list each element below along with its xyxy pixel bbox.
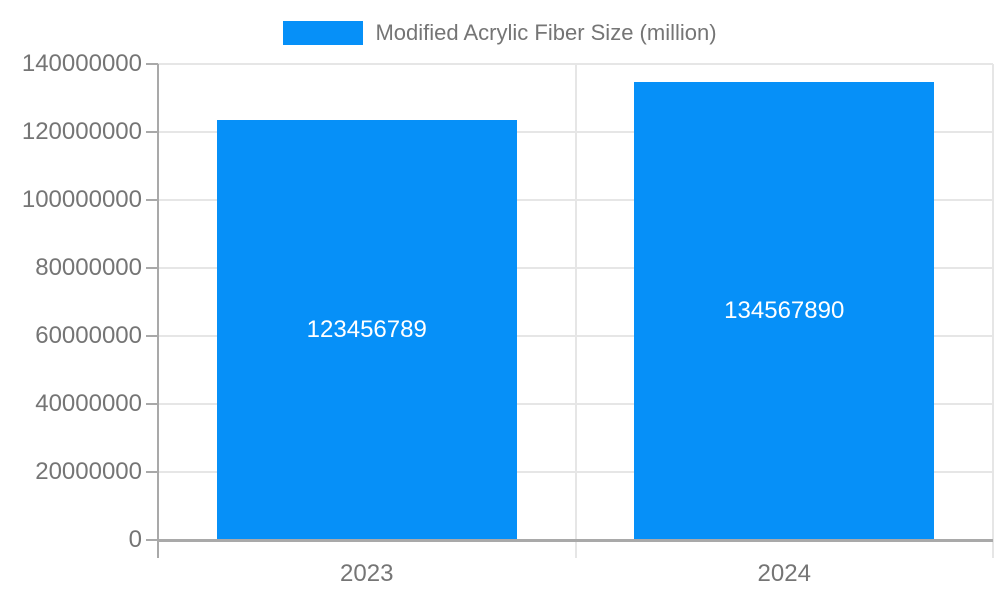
y-tick-label: 120000000 [21, 118, 142, 145]
y-tick [146, 335, 158, 337]
y-tick [146, 471, 158, 473]
y-tick [146, 539, 158, 541]
plot-right-border [992, 64, 994, 558]
legend-label: Modified Acrylic Fiber Size (million) [375, 20, 717, 45]
y-tick-label: 80000000 [35, 254, 142, 281]
bar-value-label: 134567890 [724, 297, 845, 325]
y-tick [146, 199, 158, 201]
category-divider [574, 64, 577, 558]
x-category-label: 2024 [757, 560, 811, 587]
y-tick [146, 63, 158, 65]
bar-2023[interactable] [216, 120, 517, 540]
x-category-label: 2023 [340, 560, 394, 587]
y-tick-label: 140000000 [21, 50, 142, 77]
y-tick-label: 40000000 [35, 390, 142, 417]
legend-swatch [283, 21, 364, 45]
y-tick [146, 403, 158, 405]
y-tick [146, 267, 158, 269]
bar-2024[interactable] [634, 82, 935, 540]
y-axis-line [157, 64, 159, 558]
x-axis-line [158, 539, 993, 542]
y-tick-label: 60000000 [35, 322, 142, 349]
y-tick [146, 131, 158, 133]
bar-value-label: 123456789 [306, 316, 427, 344]
chart-legend[interactable]: Modified Acrylic Fiber Size (million) [0, 12, 1000, 54]
y-tick-label: 20000000 [35, 458, 142, 485]
y-tick-label: 100000000 [21, 186, 142, 213]
y-tick-label: 0 [128, 526, 142, 553]
